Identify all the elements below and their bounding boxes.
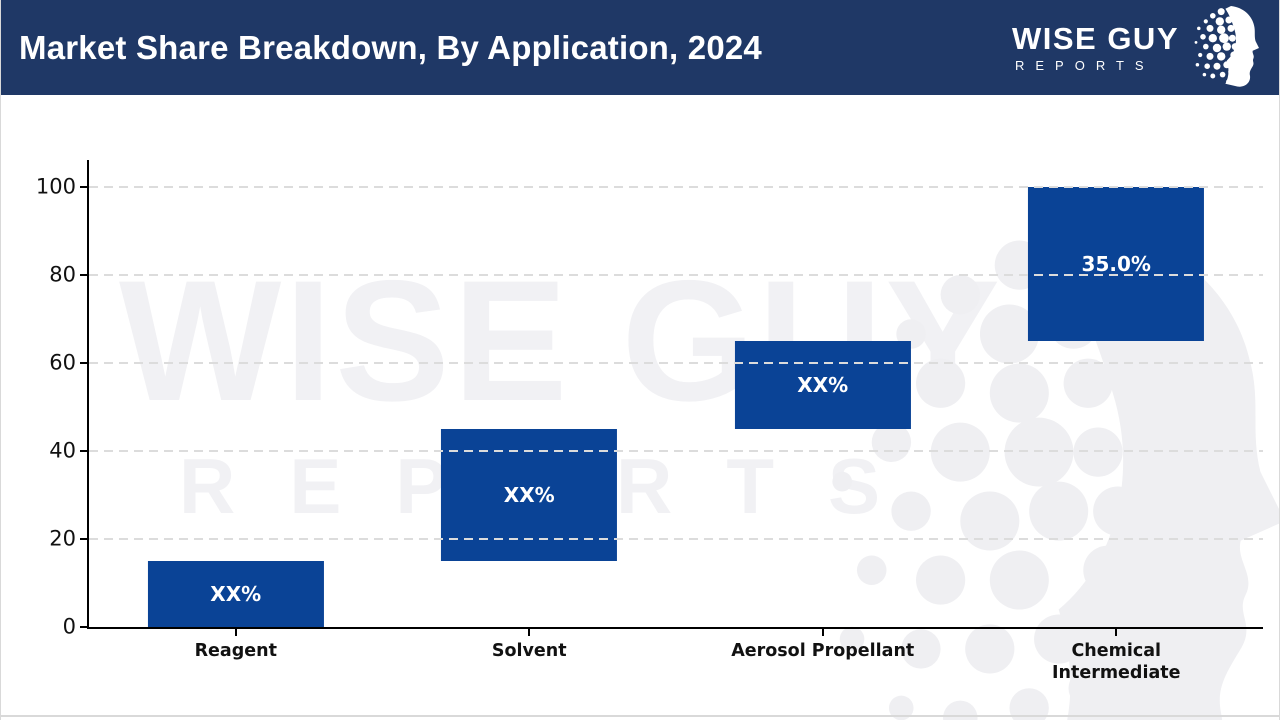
bar-segment: XX% [147, 561, 324, 627]
header: Market Share Breakdown, By Application, … [1, 0, 1279, 95]
x-category-label: Reagent [194, 641, 277, 661]
y-tick-label: 20 [49, 526, 76, 551]
y-tick-label: 60 [49, 350, 76, 375]
y-tick-label: 80 [49, 262, 76, 287]
x-axis-line [87, 627, 1263, 629]
y-axis-tick [80, 538, 87, 540]
bar-segment: XX% [441, 429, 618, 561]
bottom-frame-line [1, 715, 1279, 717]
chart-title: Market Share Breakdown, By Application, … [19, 28, 762, 66]
y-axis-tick [80, 362, 87, 364]
y-tick-label: 0 [62, 614, 76, 639]
bar-value-label: XX% [503, 483, 555, 507]
x-category-label: Solvent [491, 641, 567, 661]
gridline [89, 538, 1263, 540]
x-category-label: Chemical Intermediate [1051, 641, 1181, 683]
logo-subtitle: REPORTS [1014, 57, 1155, 73]
bar-value-label: 35.0% [1081, 252, 1151, 276]
wise-guy-reports-logo: WISE GUY REPORTS [1012, 5, 1261, 90]
x-axis-tick [234, 629, 237, 636]
plot-area: 0 20 40 60 80 100 XX% Reagent XX% Solvent XX% Aeros… [36, 160, 1263, 683]
dotted-head-icon [1194, 5, 1259, 87]
gridline [89, 450, 1263, 452]
y-axis-tick [80, 186, 87, 188]
bar-segment: XX% [734, 341, 911, 429]
y-axis-tick [80, 626, 87, 628]
logo-text: WISE GUY REPORTS [1012, 23, 1179, 73]
bar-value-label: XX% [797, 373, 849, 397]
gridline [89, 274, 1263, 276]
y-axis-tick [80, 274, 87, 276]
logo-wordmark: WISE GUY [1011, 20, 1179, 56]
y-axis-tick [80, 450, 87, 452]
gridline [89, 186, 1263, 188]
x-axis-tick [1115, 629, 1118, 636]
y-tick-label: 100 [35, 174, 76, 199]
y-axis-line [87, 160, 89, 627]
y-tick-label: 40 [49, 438, 76, 463]
gridline [89, 362, 1263, 364]
chart-area: WISE GUY REPORTS 020406080100XX%ReagentX… [1, 95, 1279, 720]
x-category-label: Aerosol Propellant [731, 641, 915, 661]
bar-segment: 35.0% [1028, 187, 1205, 341]
bar-value-label: XX% [210, 582, 262, 606]
x-axis-tick [528, 629, 531, 636]
x-axis-tick [821, 629, 824, 636]
